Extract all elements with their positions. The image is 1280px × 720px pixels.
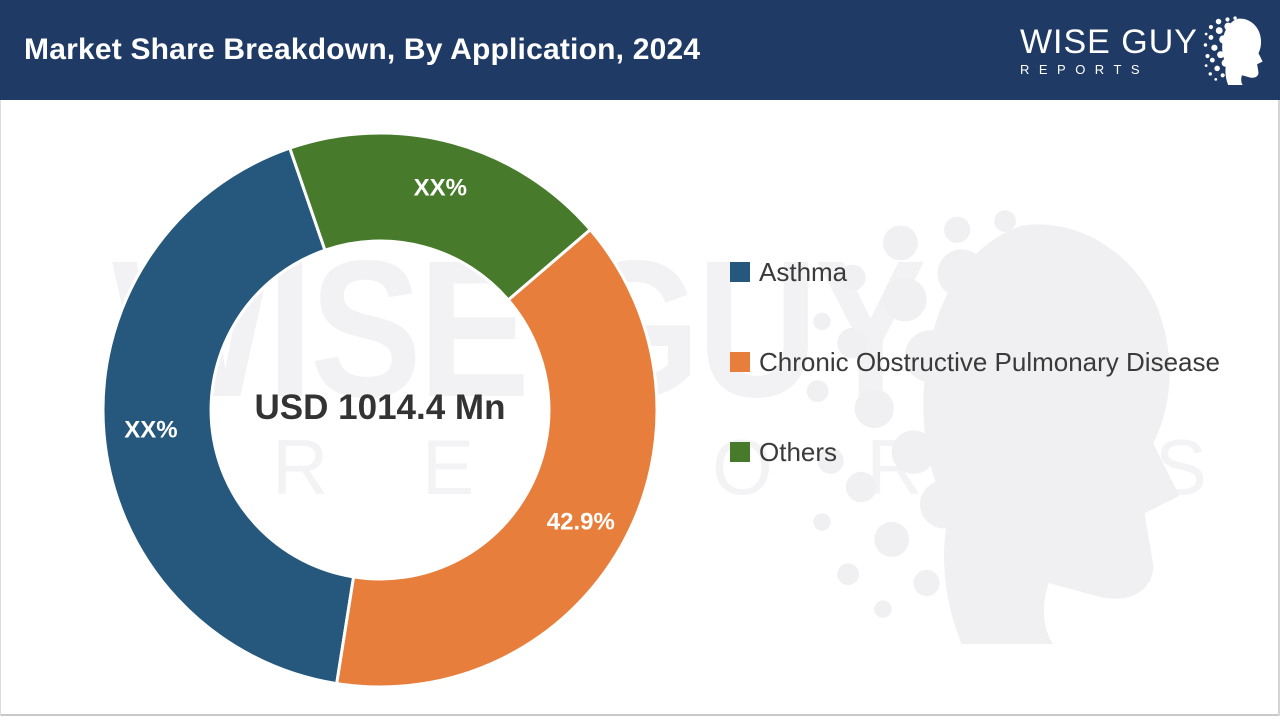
bottom-hairline [0,714,1280,716]
donut-segment-others [288,131,592,302]
legend-swatch-others [730,442,750,462]
legend-swatch-copd [730,352,750,372]
brand-logo: WISE GUY REPORTS [1020,16,1280,85]
left-hairline [0,100,1,716]
segment-value-label: XX% [414,175,467,202]
segment-value-label: XX% [124,417,177,444]
legend-item-copd: Chronic Obstructive Pulmonary Disease [730,346,1220,377]
chart-legend: Asthma Chronic Obstructive Pulmonary Dis… [730,256,1220,528]
brand-face-icon [1202,16,1264,85]
donut-segment-asthma [101,146,356,686]
header-bar: Market Share Breakdown, By Application, … [0,0,1280,100]
legend-swatch-asthma [730,262,750,282]
legend-label-others: Others [759,436,838,467]
legend-label-asthma: Asthma [759,256,848,287]
brand-name: WISE GUY [1019,22,1198,61]
legend-item-others: Others [730,436,1220,467]
page-title: Market Share Breakdown, By Application, … [24,33,701,66]
donut-center-label: USD 1014.4 Mn [254,388,506,427]
brand-subname: REPORTS [1019,61,1150,77]
segment-value-label: 42.9% [547,509,615,536]
legend-label-copd: Chronic Obstructive Pulmonary Disease [759,346,1220,377]
donut-segment-chronic-obstructive-pulmonary-disease [335,228,659,689]
legend-item-asthma: Asthma [730,256,1220,287]
right-hairline [1278,100,1280,716]
brand-logo-text: WISE GUY REPORTS [1020,25,1198,76]
